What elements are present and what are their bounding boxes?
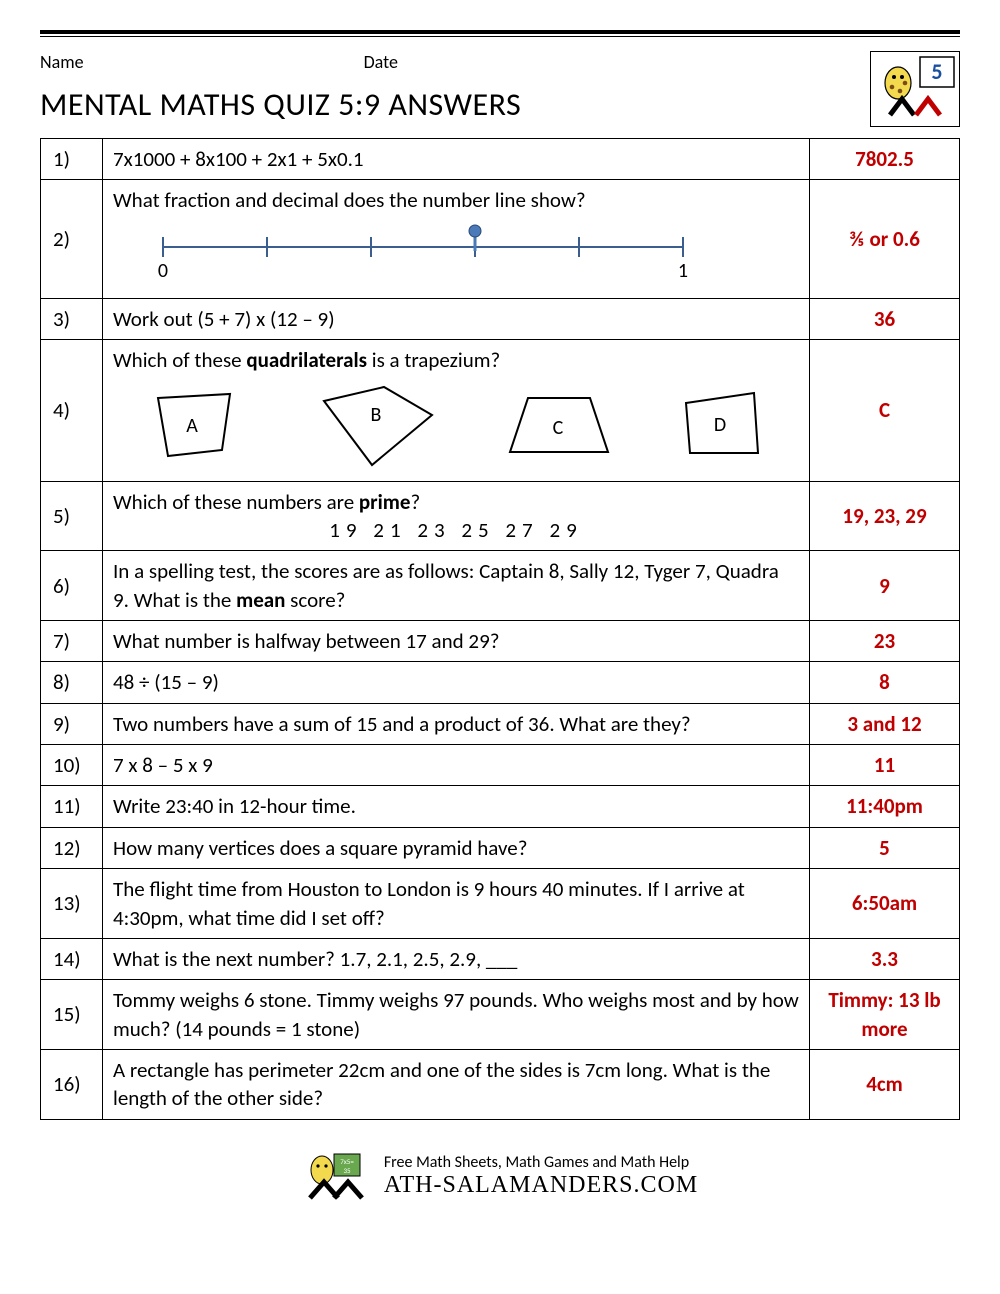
question-number: 9) [41,703,103,744]
answer-cell: Timmy: 13 lb more [810,980,960,1050]
quiz-row: 14) What is the next number? 1.7, 2.1, 2… [41,938,960,979]
rule-thick [40,30,960,34]
question-text: Which of these quadrilaterals is a trape… [103,340,810,481]
date-label: Date [364,51,398,73]
question-number: 13) [41,869,103,939]
question-number: 6) [41,551,103,621]
logo: 5 [870,51,960,127]
logo-badge-text: 5 [931,58,942,85]
quiz-table: 1) 7x1000 + 8x100 + 2x1 + 5x0.1 7802.5 2… [40,138,960,1120]
footer-logo-icon: 7x5= 35 [302,1148,372,1204]
svg-text:35: 35 [343,1166,351,1175]
svg-text:A: A [186,414,198,438]
primes-list: 19 21 23 25 27 29 [113,516,799,544]
answer-cell: 3 and 12 [810,703,960,744]
question-number: 12) [41,827,103,868]
answer-cell: 9 [810,551,960,621]
quiz-row: 15) Tommy weighs 6 stone. Timmy weighs 9… [41,980,960,1050]
question-number: 5) [41,481,103,551]
question-text: The flight time from Houston to London i… [103,869,810,939]
name-label: Name [40,51,84,73]
question-text: How many vertices does a square pyramid … [103,827,810,868]
svg-text:1: 1 [678,259,688,283]
worksheet-page: Name Date MENTAL MATHS QUIZ 5:9 ANSWERS … [0,0,1000,1234]
question-number: 7) [41,621,103,662]
quiz-row: 11) Write 23:40 in 12-hour time. 11:40pm [41,786,960,827]
question-number: 16) [41,1049,103,1119]
number-line: 0 1 [143,223,703,283]
question-text: What fraction and decimal does the numbe… [103,180,810,299]
quiz-row: 7) What number is halfway between 17 and… [41,621,960,662]
quiz-row: 10) 7 x 8 – 5 x 9 11 [41,745,960,786]
shapes-row: A B C D [113,375,799,475]
question-number: 1) [41,139,103,180]
page-title: MENTAL MATHS QUIZ 5:9 ANSWERS [40,85,850,124]
question-number: 8) [41,662,103,703]
question-text: Tommy weighs 6 stone. Timmy weighs 97 po… [103,980,810,1050]
question-number: 15) [41,980,103,1050]
answer-cell: 23 [810,621,960,662]
answer-cell: C [810,340,960,481]
answer-cell: ⅗ or 0.6 [810,180,960,299]
question-text: A rectangle has perimeter 22cm and one o… [103,1049,810,1119]
question-number: 4) [41,340,103,481]
svg-text:0: 0 [158,259,168,283]
question-text: What number is halfway between 17 and 29… [103,621,810,662]
answer-cell: 4cm [810,1049,960,1119]
answer-cell: 5 [810,827,960,868]
quiz-row: 2) What fraction and decimal does the nu… [41,180,960,299]
quiz-row: 4) Which of these quadrilaterals is a tr… [41,340,960,481]
rule-thin [40,36,960,37]
question-number: 11) [41,786,103,827]
meta-line: Name Date [40,51,850,73]
question-number: 3) [41,299,103,340]
answer-cell: 11 [810,745,960,786]
answer-cell: 36 [810,299,960,340]
svg-text:D: D [714,413,726,437]
question-text: 7x1000 + 8x100 + 2x1 + 5x0.1 [103,139,810,180]
question-text: What is the next number? 1.7, 2.1, 2.5, … [103,938,810,979]
answer-cell: 11:40pm [810,786,960,827]
quiz-row: 1) 7x1000 + 8x100 + 2x1 + 5x0.1 7802.5 [41,139,960,180]
footer-url: ATH-SALAMANDERS.COM [384,1172,698,1199]
answer-cell: 7802.5 [810,139,960,180]
question-text: Which of these numbers are prime?19 21 2… [103,481,810,551]
answer-cell: 6:50am [810,869,960,939]
question-text: Two numbers have a sum of 15 and a produ… [103,703,810,744]
answer-cell: 19, 23, 29 [810,481,960,551]
svg-text:B: B [371,403,382,427]
question-number: 2) [41,180,103,299]
footer: 7x5= 35 Free Math Sheets, Math Games and… [40,1148,960,1204]
quiz-row: 3) Work out (5 + 7) x (12 – 9) 36 [41,299,960,340]
quiz-row: 13) The flight time from Houston to Lond… [41,869,960,939]
quiz-row: 16) A rectangle has perimeter 22cm and o… [41,1049,960,1119]
answer-cell: 8 [810,662,960,703]
answer-cell: 3.3 [810,938,960,979]
footer-tagline: Free Math Sheets, Math Games and Math He… [384,1153,698,1172]
question-number: 14) [41,938,103,979]
question-text: Write 23:40 in 12-hour time. [103,786,810,827]
question-text: 48 ÷ (15 – 9) [103,662,810,703]
header: Name Date MENTAL MATHS QUIZ 5:9 ANSWERS … [40,51,960,138]
quiz-row: 5) Which of these numbers are prime?19 2… [41,481,960,551]
question-number: 10) [41,745,103,786]
quiz-row: 9) Two numbers have a sum of 15 and a pr… [41,703,960,744]
question-text: Work out (5 + 7) x (12 – 9) [103,299,810,340]
quiz-row: 6) In a spelling test, the scores are as… [41,551,960,621]
quiz-row: 12) How many vertices does a square pyra… [41,827,960,868]
svg-text:7x5=: 7x5= [340,1157,354,1166]
question-text: 7 x 8 – 5 x 9 [103,745,810,786]
svg-text:C: C [553,416,564,440]
question-text: In a spelling test, the scores are as fo… [103,551,810,621]
quiz-row: 8) 48 ÷ (15 – 9) 8 [41,662,960,703]
